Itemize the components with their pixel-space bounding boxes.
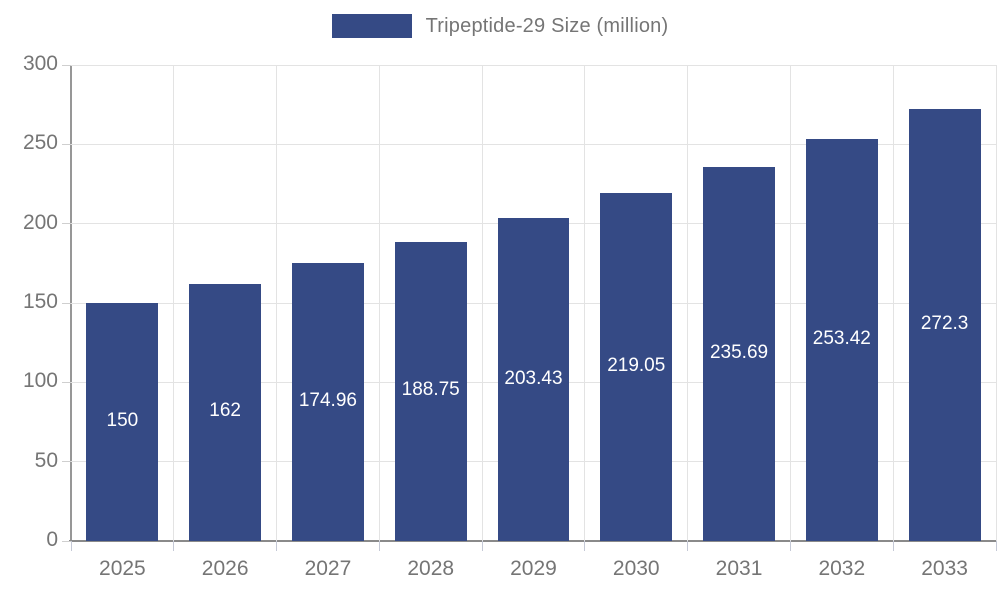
bar-value-label: 162 — [209, 400, 241, 422]
y-tick-mark — [62, 381, 71, 383]
bar — [805, 138, 878, 541]
bar-value-label: 219.05 — [607, 355, 666, 377]
bar — [703, 167, 776, 541]
bar-value-label: 253.42 — [812, 327, 871, 349]
bar-value-label: 272.3 — [920, 312, 969, 334]
gridline-v — [892, 65, 894, 541]
gridline-v — [378, 65, 380, 541]
bar-value-label: 174.96 — [298, 390, 357, 412]
gridline-v — [584, 65, 586, 541]
x-tick-mark — [584, 541, 586, 551]
legend-swatch — [331, 14, 412, 38]
legend-label: Tripeptide-29 Size (million) — [425, 14, 669, 37]
bar — [189, 283, 262, 541]
y-tick-mark — [62, 302, 71, 304]
bar — [600, 193, 673, 541]
x-tick-mark — [789, 541, 791, 551]
y-tick-label: 300 — [22, 52, 58, 75]
x-tick-label: 2028 — [407, 557, 455, 580]
gridline-v — [789, 65, 791, 541]
y-tick-mark — [62, 461, 71, 463]
y-tick-label: 0 — [46, 528, 58, 551]
x-tick-mark — [995, 541, 997, 551]
x-tick-mark — [892, 541, 894, 551]
y-tick-mark — [62, 223, 71, 225]
x-tick-label: 2027 — [304, 557, 352, 580]
plot-area: 0 50 100 150 200 250 300 150 2025 162 2026 174.96 20… — [23, 52, 997, 580]
y-tick-label: 150 — [22, 290, 58, 313]
x-tick-mark — [276, 541, 278, 551]
bar-value-label: 235.69 — [709, 342, 769, 364]
bar — [394, 241, 467, 541]
y-tick-mark — [62, 540, 71, 542]
gridline-v — [481, 65, 483, 541]
y-tick-mark — [62, 64, 71, 66]
x-tick-mark — [173, 541, 175, 551]
x-tick-label: 2032 — [818, 557, 866, 580]
legend: Tripeptide-29 Size (million) — [0, 14, 1000, 38]
x-tick-mark — [70, 541, 72, 551]
bar-value-label: 188.75 — [401, 379, 460, 401]
bar-value-label: 150 — [106, 410, 139, 431]
x-axis-line — [69, 540, 996, 542]
gridline-v — [276, 65, 278, 541]
bar-value-label: 203.43 — [504, 367, 563, 389]
y-tick-label: 100 — [22, 369, 58, 393]
y-tick-label: 50 — [34, 448, 58, 472]
bar — [908, 108, 981, 541]
bar — [291, 263, 364, 541]
x-tick-label: 2031 — [715, 557, 763, 580]
x-tick-label: 2026 — [201, 557, 249, 580]
gridline-h — [71, 64, 996, 66]
bar — [86, 303, 159, 541]
gridline-h — [71, 143, 996, 145]
x-tick-mark — [687, 541, 689, 551]
x-tick-label: 2033 — [921, 557, 968, 580]
x-tick-label: 2029 — [510, 557, 557, 580]
x-tick-label: 2025 — [99, 557, 146, 580]
x-tick-mark — [481, 541, 483, 551]
x-tick-label: 2030 — [612, 557, 660, 580]
y-tick-label: 200 — [22, 210, 58, 234]
gridline-v — [995, 65, 997, 541]
x-tick-mark — [378, 541, 380, 551]
bar — [497, 218, 570, 541]
gridline-v — [173, 65, 175, 541]
y-tick-label: 250 — [22, 131, 58, 155]
y-tick-mark — [62, 143, 71, 145]
gridline-v — [687, 65, 689, 541]
